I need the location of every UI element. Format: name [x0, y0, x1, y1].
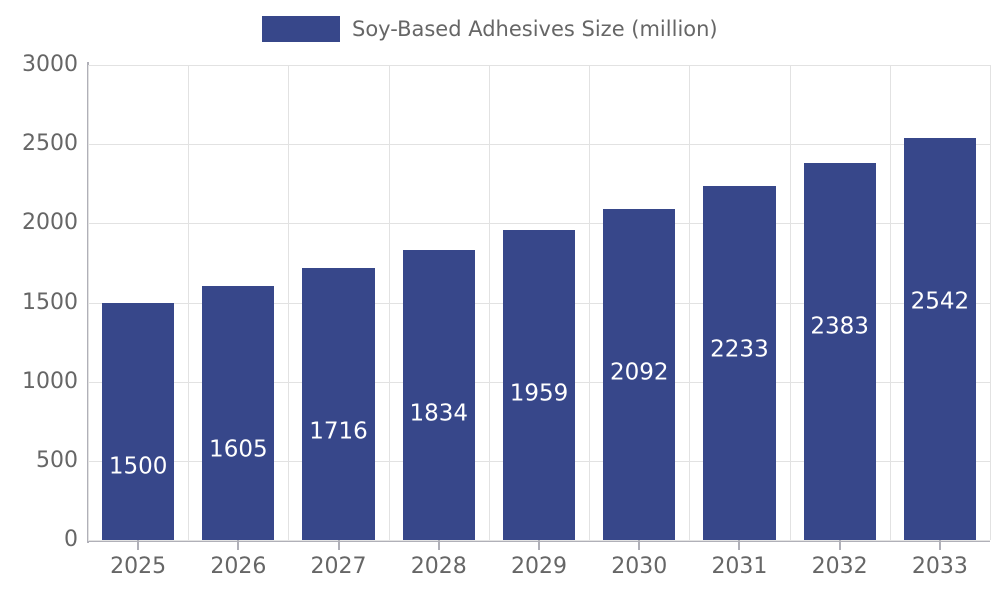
gridline-vertical — [589, 65, 590, 540]
y-axis-tick-label: 500 — [36, 447, 78, 473]
x-axis-tick-label: 2028 — [410, 554, 467, 579]
x-axis-tick-mark — [738, 540, 741, 550]
x-axis-tick-label: 2026 — [210, 554, 267, 579]
gridline-vertical — [990, 65, 991, 540]
gridline-vertical — [489, 65, 490, 540]
x-axis-tick-mark — [638, 540, 641, 550]
x-axis-tick-mark — [337, 540, 340, 550]
y-axis-tick-label: 3000 — [22, 52, 78, 77]
x-axis-tick-mark — [938, 540, 941, 550]
x-axis-tick-mark — [137, 540, 140, 550]
x-axis-tick-label: 2032 — [811, 554, 868, 579]
bar[interactable] — [603, 208, 676, 540]
bar[interactable] — [502, 229, 576, 540]
gridline-vertical — [288, 65, 289, 540]
x-axis-tick-label: 2033 — [911, 554, 968, 579]
x-axis-tick-label: 2030 — [611, 554, 668, 579]
legend-label: Soy-Based Adhesives Size (million) — [352, 16, 718, 41]
plot-area: 1500 1605 1716 1834 1959 2092 2233 2383 2542 — [88, 65, 991, 541]
gridline-vertical — [890, 65, 891, 540]
y-axis-tick-labels: 0 500 1000 1500 2000 2500 3000 — [0, 0, 78, 600]
y-axis-tick-label: 1500 — [22, 289, 78, 315]
gridline-vertical — [188, 65, 189, 540]
gridline-vertical — [790, 65, 791, 540]
bar[interactable] — [102, 302, 175, 540]
y-axis-tick-label: 2000 — [22, 210, 78, 236]
gridline-horizontal — [88, 144, 990, 146]
bar[interactable] — [703, 186, 776, 540]
bar[interactable] — [402, 249, 475, 540]
x-axis-tick-label: 2031 — [711, 554, 768, 579]
gridline-horizontal — [88, 65, 990, 66]
y-axis-tick-label: 1000 — [22, 368, 78, 394]
chart-legend: Soy-Based Adhesives Size (million) — [262, 14, 718, 44]
x-axis-tick-label: 2029 — [511, 554, 567, 579]
x-axis-tick-mark — [538, 540, 540, 550]
y-axis-tick-label: 2500 — [22, 131, 78, 157]
y-axis-tick-label: 0 — [64, 527, 78, 552]
gridline-vertical — [689, 65, 690, 540]
x-axis-tick-label: 2025 — [110, 554, 167, 579]
bar[interactable] — [202, 285, 275, 540]
x-axis-tick-mark — [437, 540, 440, 550]
gridline-vertical — [88, 65, 89, 540]
legend-swatch-icon — [262, 16, 340, 42]
bar[interactable] — [803, 162, 876, 540]
x-axis-tick-mark — [237, 540, 240, 550]
gridline-horizontal — [88, 223, 990, 225]
gridline-vertical — [389, 65, 390, 540]
bar[interactable] — [903, 137, 976, 540]
x-axis-tick-label: 2027 — [310, 554, 367, 579]
x-axis-tick-mark — [838, 540, 841, 550]
bar[interactable] — [302, 268, 375, 540]
